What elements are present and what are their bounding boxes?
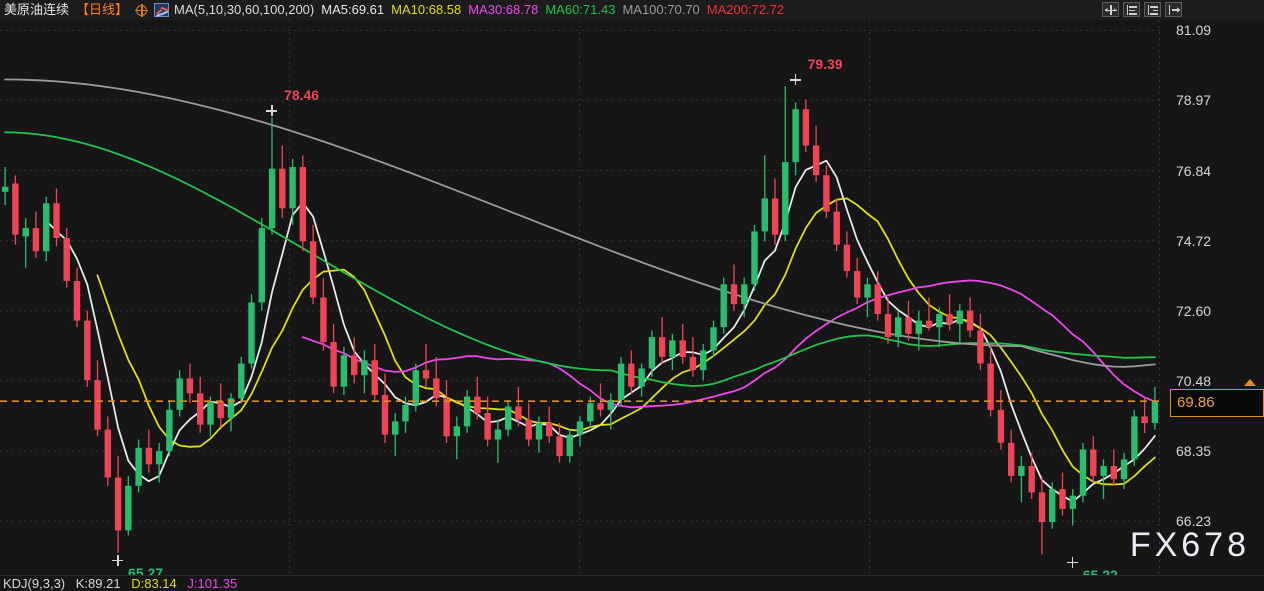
chart-toolbar [1102,2,1182,17]
ma200-value: MA200:72.72 [706,2,785,17]
crosshair-target-icon[interactable] [135,3,149,17]
move-chart-icon[interactable] [1102,2,1119,17]
symbol-name[interactable]: 美原油连续 [4,2,70,17]
ma100-value: MA100:70.70 [622,2,700,17]
last-price-badge[interactable]: 69.86 [1170,389,1264,418]
price-tick: 76.84 [1176,162,1212,179]
extreme-marker-icon [266,105,278,117]
price-tick: 78.97 [1176,92,1212,109]
price-tick: 70.48 [1176,372,1212,389]
price-axis[interactable]: 81.09 78.97 76.84 74.72 72.60 70.48 68.35 66.23… [1160,20,1264,575]
extreme-marker-icon [112,554,124,566]
exit-fullscreen-icon[interactable] [1165,2,1182,17]
ma-config-label[interactable]: MA(5,10,30,60,100,200) [174,2,315,17]
price-tick: 72.60 [1176,302,1212,319]
kdj-d-value: D:83.14 [131,576,177,591]
extreme-marker-icon [789,74,801,86]
price-tick: 68.35 [1176,443,1212,460]
kdj-k-value: K:89.21 [75,576,121,591]
ma5-value: MA5:69.61 [321,2,385,17]
kdj-j-value: J:101.35 [187,576,238,591]
period-label[interactable]: 【日线】 [76,2,129,17]
high-label-78-46: 78.46 [284,87,320,104]
price-tick: 81.09 [1176,22,1212,39]
kdj-label: KDJ(9,3,3) [3,576,66,591]
chart-header: 美原油连续 【日线】 MA(5,10,30,60,100,200) MA5:69… [0,0,1264,20]
kdj-indicator-panel[interactable]: KDJ(9,3,3) K:89.21 D:83.14 J:101.35 [0,575,1264,591]
price-tick: 74.72 [1176,232,1212,249]
mini-chart-icon[interactable] [154,3,170,17]
price-tick: 66.23 [1176,513,1212,530]
align-left-icon[interactable] [1123,2,1140,17]
ma10-value: MA10:68.58 [391,2,462,17]
candlestick-plot[interactable] [0,20,1160,575]
align-right-icon[interactable] [1144,2,1161,17]
extreme-marker-icon [1066,556,1078,568]
high-label-79-39: 79.39 [807,56,843,73]
ma60-value: MA60:71.43 [545,2,616,17]
ma30-value: MA30:68.78 [468,2,539,17]
chart-canvas [0,20,1160,575]
site-watermark: FX678 [1129,526,1250,564]
last-price-arrow [1244,379,1256,387]
